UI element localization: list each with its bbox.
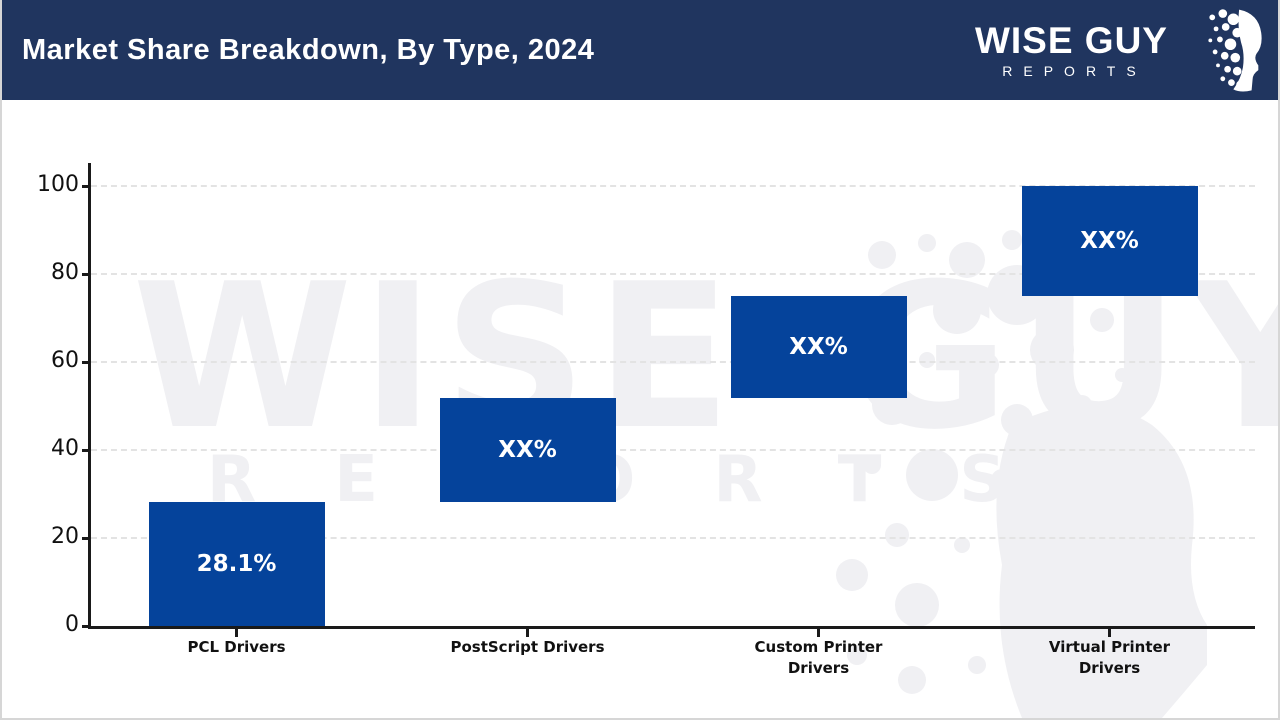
x-tick-mark <box>526 629 529 637</box>
y-tick-label: 100 <box>37 172 79 197</box>
category-label-line: PostScript Drivers <box>450 638 605 656</box>
y-grid-line <box>91 185 1255 187</box>
y-grid-line <box>91 537 1255 539</box>
bar-value-label: XX% <box>498 436 557 463</box>
x-axis-category-label: Virtual Printer Drivers <box>990 637 1230 679</box>
y-tick-mark <box>82 184 90 188</box>
logo-wordmark: WISE GUY <box>974 19 1168 61</box>
logo-subtitle: REPORTS <box>1002 62 1147 79</box>
y-tick-label: 80 <box>51 260 79 285</box>
y-tick-mark <box>82 272 90 276</box>
y-grid-line <box>91 273 1255 275</box>
x-axis-category-label: PCL Drivers <box>117 637 357 658</box>
y-axis-spine <box>88 163 91 629</box>
page-title: Market Share Breakdown, By Type, 2024 <box>22 33 595 66</box>
logo-text: WISE GUY REPORTS <box>975 22 1168 79</box>
y-tick-mark <box>82 360 90 364</box>
bar: XX% <box>439 397 616 503</box>
category-label-line: PCL Drivers <box>187 638 286 656</box>
category-label-line: Custom Printer <box>754 638 883 656</box>
category-label-line: Drivers <box>1078 659 1141 677</box>
bar: XX% <box>730 296 907 398</box>
x-tick-mark <box>817 629 820 637</box>
x-axis-category-label: PostScript Drivers <box>408 637 648 658</box>
y-tick-mark <box>82 624 90 628</box>
y-tick-label: 20 <box>51 524 79 549</box>
header-bar: Market Share Breakdown, By Type, 2024 WI… <box>2 0 1278 100</box>
bar: XX% <box>1021 186 1198 297</box>
y-grid-line <box>91 361 1255 363</box>
wise-guy-reports-logo: WISE GUY REPORTS <box>975 0 1266 100</box>
x-axis-category-label: Custom Printer Drivers <box>699 637 939 679</box>
bar-value-label: XX% <box>1080 228 1139 255</box>
category-label-line: Drivers <box>787 659 850 677</box>
y-grid-line <box>91 449 1255 451</box>
bar-value-label: 28.1% <box>196 551 277 578</box>
watermark-face-dots-pattern <box>836 230 1207 718</box>
y-tick-mark <box>82 536 90 540</box>
y-tick-label: 0 <box>65 612 79 637</box>
y-tick-label: 60 <box>51 348 79 373</box>
bar: 28.1% <box>148 502 325 626</box>
bar-value-label: XX% <box>789 334 848 361</box>
x-tick-mark <box>1108 629 1111 637</box>
category-label-line: Virtual Printer <box>1048 638 1171 656</box>
x-axis-spine <box>88 626 1255 629</box>
x-tick-mark <box>235 629 238 637</box>
y-tick-label: 40 <box>51 436 79 461</box>
logo-face-icon <box>1208 9 1262 92</box>
y-tick-mark <box>82 448 90 452</box>
